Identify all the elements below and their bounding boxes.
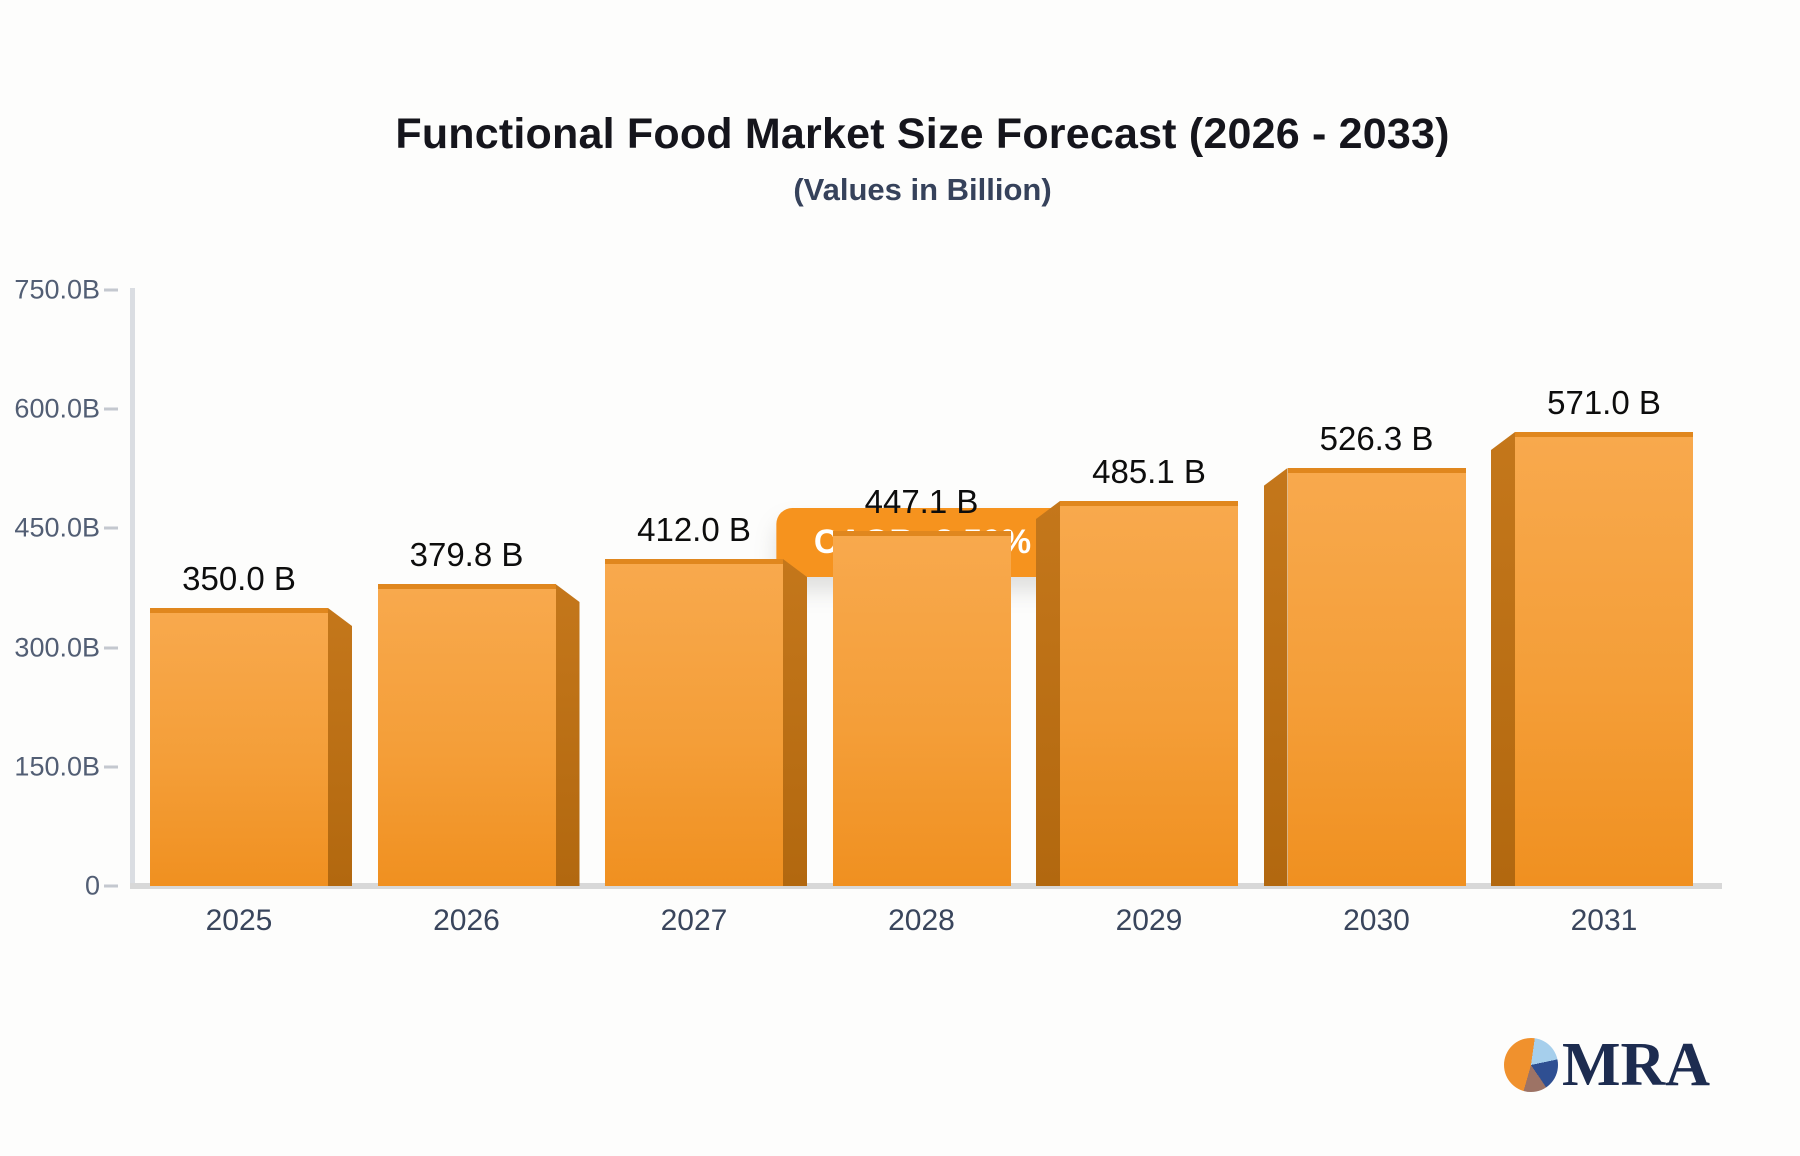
- bar-3d-side: [555, 584, 580, 886]
- bar-3d-side: [1036, 501, 1060, 886]
- chart-title: Functional Food Market Size Forecast (20…: [395, 110, 1450, 158]
- chart-subtitle: (Values in Billion): [793, 172, 1052, 207]
- bar-3d-side: [783, 559, 807, 886]
- bar-2031: [1515, 432, 1693, 886]
- x-tick-label: 2027: [660, 904, 728, 937]
- x-tick-label: 2026: [433, 904, 500, 937]
- x-tick-label: 2030: [1343, 904, 1410, 937]
- bar-value-label: 485.1 B: [1092, 453, 1206, 490]
- bar-3d-side: [328, 608, 352, 886]
- bar-value-label: 412.0 B: [637, 511, 751, 548]
- y-axis-line: [130, 288, 135, 886]
- mra-pie-chart-icon: [1504, 1038, 1558, 1092]
- y-tick-label: 600.0B: [14, 393, 100, 424]
- x-tick-label: 2031: [1570, 904, 1638, 937]
- mra-logo-text: MRA: [1562, 1031, 1711, 1099]
- bar-2025: [150, 608, 328, 886]
- bar-value-label: 379.8 B: [409, 536, 524, 573]
- bar-2026: [377, 584, 556, 886]
- y-tick-mark: [104, 884, 118, 888]
- y-tick-label: 0: [84, 870, 100, 901]
- bar-2029: [1060, 501, 1238, 886]
- y-tick-mark: [104, 646, 118, 650]
- y-tick-label: 300.0B: [14, 632, 100, 663]
- y-tick-mark: [104, 526, 118, 530]
- bar-value-label: 526.3 B: [1319, 420, 1434, 457]
- bar-2027: [605, 559, 783, 886]
- bar-3d-side: [1263, 468, 1288, 886]
- bar-value-label: 447.1 B: [864, 483, 979, 520]
- x-tick-label: 2029: [1115, 904, 1183, 937]
- bar-3d-side: [1491, 432, 1515, 886]
- y-tick-label: 750.0B: [14, 274, 100, 305]
- y-tick-label: 450.0B: [14, 512, 100, 543]
- y-tick-mark: [104, 288, 118, 292]
- x-tick-label: 2028: [888, 904, 955, 937]
- bar-value-label: 571.0 B: [1547, 384, 1661, 421]
- bar-2028: [832, 531, 1011, 886]
- y-tick-label: 150.0B: [14, 751, 100, 782]
- mra-logo: MRA: [1504, 1031, 1711, 1099]
- x-tick-label: 2025: [205, 904, 273, 937]
- bar-2030: [1287, 468, 1466, 886]
- y-tick-mark: [104, 765, 118, 769]
- x-axis-line: [130, 883, 1722, 889]
- y-tick-mark: [104, 407, 118, 411]
- bar-value-label: 350.0 B: [182, 560, 296, 597]
